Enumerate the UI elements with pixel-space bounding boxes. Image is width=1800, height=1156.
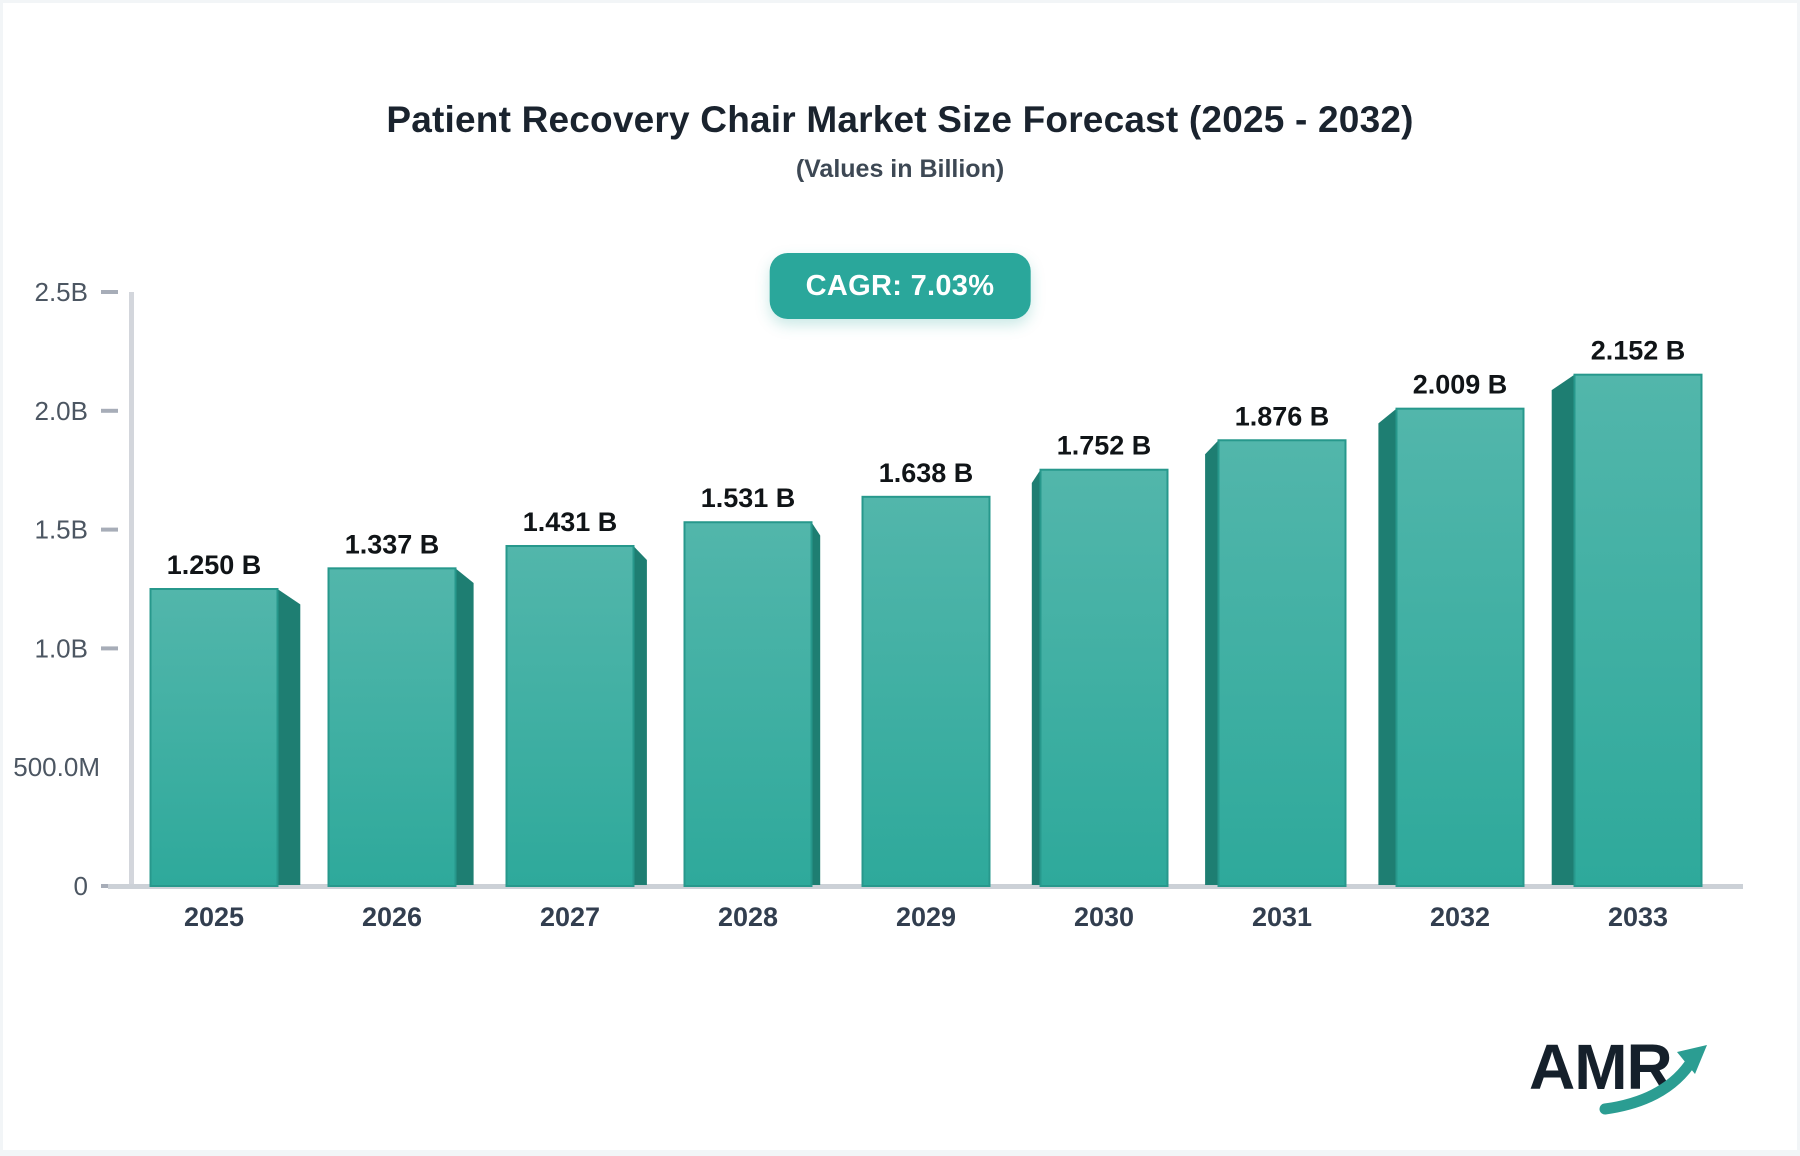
bar-value-label-2027: 1.431 B [523, 507, 618, 537]
bar-value-label-2031: 1.876 B [1235, 401, 1330, 431]
bar-side-2032 [1378, 408, 1397, 885]
x-tick-label-2025: 2025 [184, 902, 244, 932]
y-tick-label-1.5B: 1.5B [35, 515, 89, 545]
cagr-badge: CAGR: 7.03% [769, 253, 1031, 319]
y-tick-label-1.0B: 1.0B [35, 633, 89, 663]
bar-2033 [1573, 373, 1703, 887]
bar-side-2030 [1031, 469, 1041, 885]
bar-2031 [1217, 439, 1347, 887]
x-tick-label-2030: 2030 [1074, 902, 1134, 932]
bar-2027 [505, 544, 635, 887]
chart-title: Patient Recovery Chair Market Size Forec… [386, 99, 1414, 140]
bar-side-2027 [633, 545, 647, 885]
y-tick-label-500.0M: 500.0M [13, 752, 100, 782]
bar-2029 [861, 495, 991, 887]
chart-subtitle: (Values in Billion) [795, 155, 1005, 183]
bar-value-label-2033: 2.152 B [1591, 336, 1686, 366]
cagr-badge-label: CAGR: 7.03% [805, 270, 995, 302]
bar-value-label-2032: 2.009 B [1413, 370, 1508, 400]
bar-side-2033 [1551, 374, 1575, 885]
x-tick-label-2032: 2032 [1430, 902, 1490, 932]
bar-2025 [149, 588, 279, 887]
y-tick-label-2.5B: 2.5B [35, 277, 89, 307]
bar-value-label-2025: 1.250 B [167, 550, 262, 580]
x-tick-label-2033: 2033 [1608, 902, 1668, 932]
bar-2026 [327, 567, 457, 887]
bar-2032 [1395, 407, 1525, 887]
x-tick-label-2031: 2031 [1252, 902, 1312, 932]
x-tick-label-2026: 2026 [362, 902, 422, 932]
bar-2030 [1039, 468, 1169, 887]
x-tick-label-2028: 2028 [718, 902, 778, 932]
bar-value-label-2028: 1.531 B [701, 483, 796, 513]
bar-side-2025 [277, 589, 301, 885]
y-tick-label-2.0B: 2.0B [35, 396, 89, 426]
y-tick-label-0: 0 [74, 871, 88, 901]
y-tick-dash-1.0B [101, 646, 118, 651]
bar-side-2031 [1205, 440, 1219, 885]
bar-value-label-2029: 1.638 B [879, 458, 974, 488]
y-tick-dash-2.5B [101, 290, 118, 294]
x-tick-label-2027: 2027 [540, 902, 600, 932]
chart-card: Patient Recovery Chair Market Size Forec… [3, 3, 1797, 1150]
y-tick-dash-1.5B [101, 527, 118, 532]
amr-logo: AMR [1529, 1035, 1719, 1130]
bar-2028 [683, 521, 813, 887]
y-tick-dash-2.0B [101, 408, 118, 413]
bar-value-label-2030: 1.752 B [1057, 431, 1152, 461]
trend-up-arrow-icon [1599, 1045, 1707, 1115]
bar-chart: 0 500.0M 1.0B 1.5B 2.0B 2.5B 1.250 B 2025 1.337 … [13, 277, 1743, 932]
y-axis-line [129, 292, 134, 886]
bar-side-2026 [455, 568, 474, 885]
x-tick-label-2029: 2029 [896, 902, 956, 932]
bar-side-2028 [811, 522, 821, 885]
bar-value-label-2026: 1.337 B [345, 529, 440, 559]
amr-logo-text: AMR [1529, 1031, 1673, 1103]
